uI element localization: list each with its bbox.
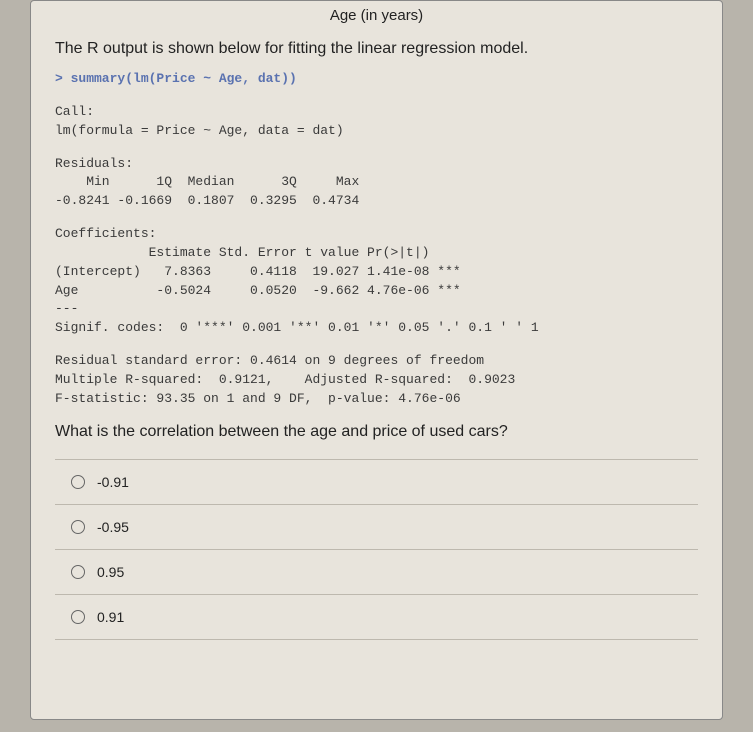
option-label: 0.91: [97, 609, 124, 625]
coef-header: Estimate Std. Error t value Pr(>|t|): [31, 244, 722, 263]
option-c[interactable]: 0.95: [55, 550, 698, 595]
residuals-label: Residuals:: [31, 155, 722, 174]
option-label: 0.95: [97, 564, 124, 580]
r2-line: Multiple R-squared: 0.9121, Adjusted R-s…: [31, 371, 722, 390]
intro-text: The R output is shown below for fitting …: [31, 36, 722, 70]
question-page: Age (in years) The R output is shown bel…: [30, 0, 723, 720]
residuals-values: -0.8241 -0.1669 0.1807 0.3295 0.4734: [31, 192, 722, 211]
signif-codes: Signif. codes: 0 '***' 0.001 '**' 0.01 '…: [31, 319, 722, 338]
call-body: lm(formula = Price ~ Age, data = dat): [31, 122, 722, 141]
option-label: -0.95: [97, 519, 129, 535]
options-group: -0.91 -0.95 0.95 0.91: [55, 459, 698, 640]
radio-icon: [71, 475, 85, 489]
r-command: > summary(lm(Price ~ Age, dat)): [31, 70, 722, 89]
call-label: Call:: [31, 103, 722, 122]
axis-title: Age (in years): [31, 1, 722, 36]
residuals-header: Min 1Q Median 3Q Max: [31, 173, 722, 192]
coef-sep: ---: [31, 300, 722, 319]
question-text: What is the correlation between the age …: [31, 409, 722, 459]
coef-row-age: Age -0.5024 0.0520 -9.662 4.76e-06 ***: [31, 282, 722, 301]
option-a[interactable]: -0.91: [55, 460, 698, 505]
coef-label: Coefficients:: [31, 225, 722, 244]
coef-row-intercept: (Intercept) 7.8363 0.4118 19.027 1.41e-0…: [31, 263, 722, 282]
fstat-line: F-statistic: 93.35 on 1 and 9 DF, p-valu…: [31, 390, 722, 409]
radio-icon: [71, 610, 85, 624]
radio-icon: [71, 565, 85, 579]
option-label: -0.91: [97, 474, 129, 490]
rse-line: Residual standard error: 0.4614 on 9 deg…: [31, 352, 722, 371]
radio-icon: [71, 520, 85, 534]
option-b[interactable]: -0.95: [55, 505, 698, 550]
option-d[interactable]: 0.91: [55, 595, 698, 640]
